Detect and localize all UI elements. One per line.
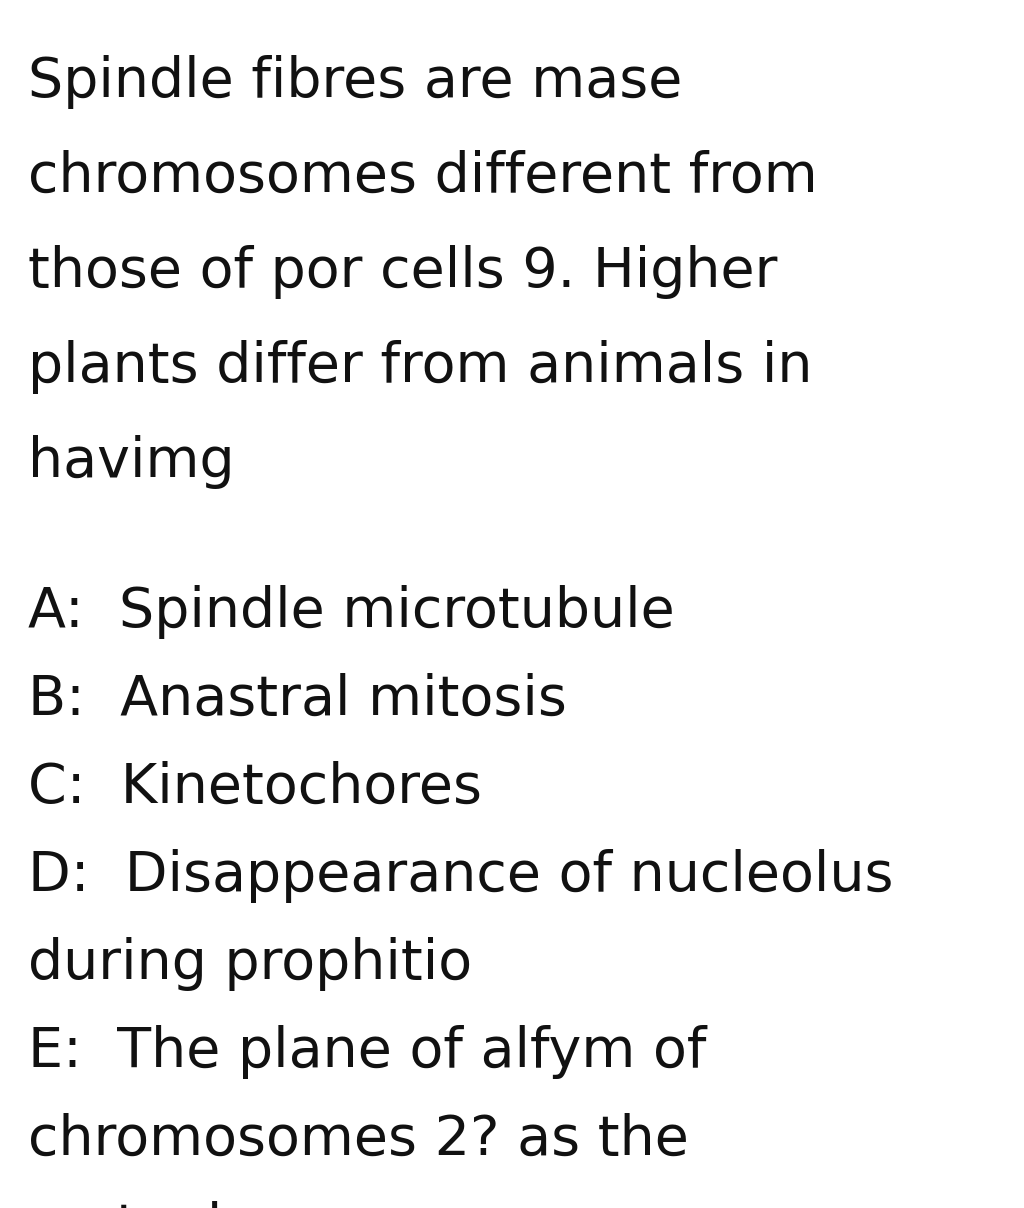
Text: E:  The plane of alfym of: E: The plane of alfym of xyxy=(28,1026,707,1079)
Text: chromosomes different from: chromosomes different from xyxy=(28,150,818,204)
Text: plants differ from animals in: plants differ from animals in xyxy=(28,339,812,394)
Text: chromosomes 2? as the: chromosomes 2? as the xyxy=(28,1113,689,1167)
Text: during prophitio: during prophitio xyxy=(28,937,472,991)
Text: metaphase: metaphase xyxy=(28,1201,339,1208)
Text: havimg: havimg xyxy=(28,435,234,489)
Text: those of por cells 9. Higher: those of por cells 9. Higher xyxy=(28,245,777,300)
Text: Spindle fibres are mase: Spindle fibres are mase xyxy=(28,56,682,109)
Text: C:  Kinetochores: C: Kinetochores xyxy=(28,761,482,815)
Text: D:  Disappearance of nucleolus: D: Disappearance of nucleolus xyxy=(28,849,894,904)
Text: B:  Anastral mitosis: B: Anastral mitosis xyxy=(28,673,567,727)
Text: A:  Spindle microtubule: A: Spindle microtubule xyxy=(28,585,675,639)
